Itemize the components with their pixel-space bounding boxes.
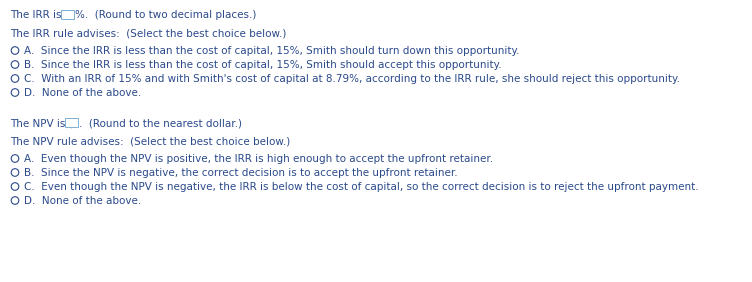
Text: A.  Even though the NPV is positive, the IRR is high enough to accept the upfron: A. Even though the NPV is positive, the … (24, 154, 493, 164)
FancyBboxPatch shape (65, 118, 78, 127)
Text: %.  (Round to two decimal places.): %. (Round to two decimal places.) (75, 10, 256, 20)
Text: The NPV is $: The NPV is $ (10, 118, 75, 128)
Text: D.  None of the above.: D. None of the above. (24, 88, 141, 98)
Text: D.  None of the above.: D. None of the above. (24, 196, 141, 206)
Text: B.  Since the NPV is negative, the correct decision is to accept the upfront ret: B. Since the NPV is negative, the correc… (24, 168, 458, 178)
FancyBboxPatch shape (61, 10, 74, 19)
Text: The IRR rule advises:  (Select the best choice below.): The IRR rule advises: (Select the best c… (10, 28, 287, 38)
Text: B.  Since the IRR is less than the cost of capital, 15%, Smith should accept thi: B. Since the IRR is less than the cost o… (24, 60, 502, 70)
Text: C.  With an IRR of 15% and with Smith's cost of capital at 8.79%, according to t: C. With an IRR of 15% and with Smith's c… (24, 74, 680, 84)
Text: The NPV rule advises:  (Select the best choice below.): The NPV rule advises: (Select the best c… (10, 136, 290, 146)
Text: C.  Even though the NPV is negative, the IRR is below the cost of capital, so th: C. Even though the NPV is negative, the … (24, 182, 699, 192)
Text: The IRR is: The IRR is (10, 10, 65, 20)
Text: .  (Round to the nearest dollar.): . (Round to the nearest dollar.) (79, 118, 242, 128)
Text: A.  Since the IRR is less than the cost of capital, 15%, Smith should turn down : A. Since the IRR is less than the cost o… (24, 46, 520, 56)
